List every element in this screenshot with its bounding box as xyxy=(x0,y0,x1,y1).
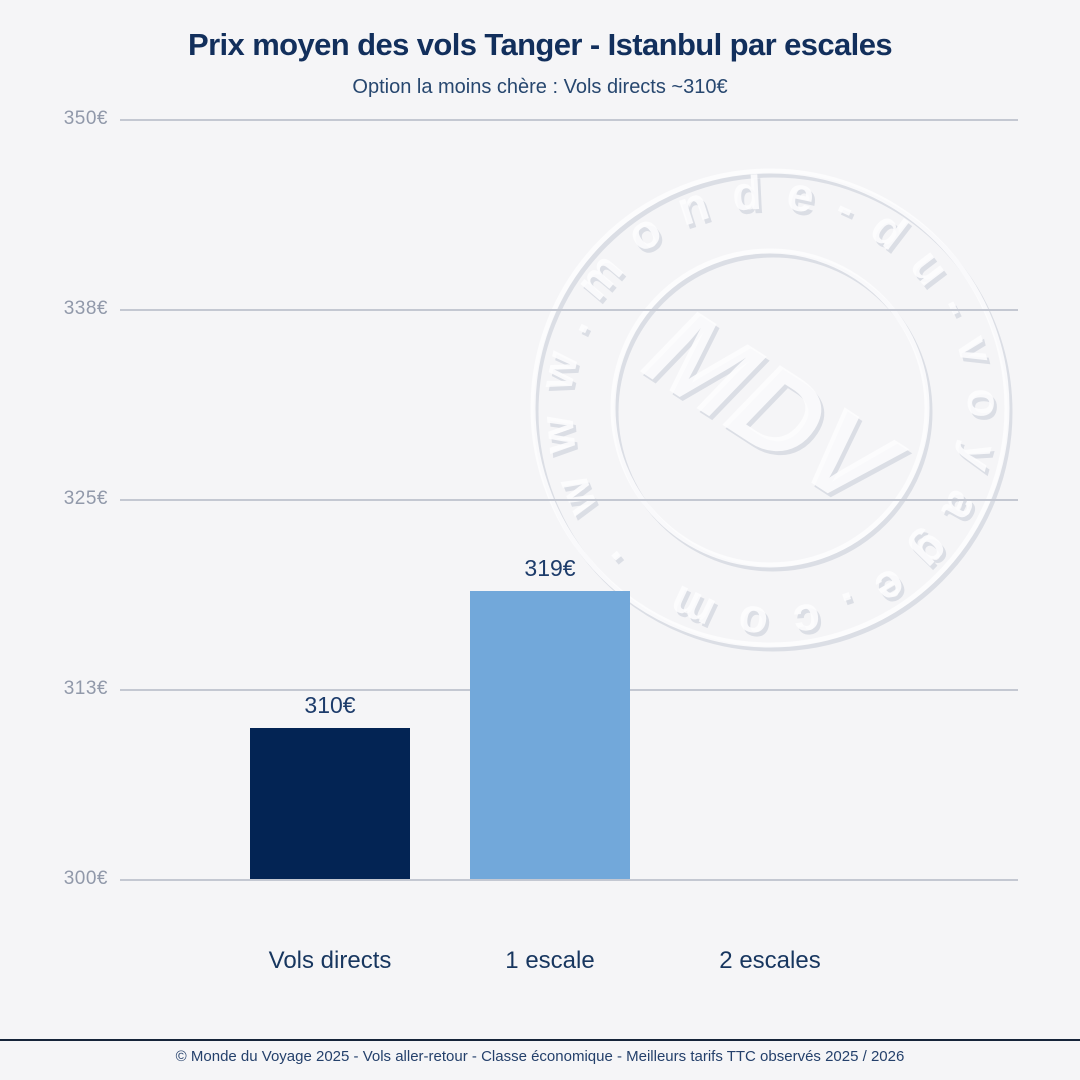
y-tick-label: 300€ xyxy=(63,868,108,889)
y-tick-label: 350€ xyxy=(63,108,108,129)
gridline-338 xyxy=(120,309,1018,311)
x-category-2-escales: 2 escales xyxy=(719,947,821,974)
page-title: Prix moyen des vols Tanger - Istanbul pa… xyxy=(188,27,893,62)
footer-copyright: © Monde du Voyage 2025 - Vols aller-reto… xyxy=(175,1048,905,1065)
y-tick-label: 313€ xyxy=(63,678,108,699)
bar-vols-directs xyxy=(250,728,410,879)
x-category-1-escale: 1 escale xyxy=(505,947,595,974)
gridline-350 xyxy=(120,119,1018,121)
footer-divider xyxy=(0,1039,1080,1041)
bar-value-label: 310€ xyxy=(304,692,356,718)
gridline-325 xyxy=(120,499,1018,501)
page-subtitle: Option la moins chère : Vols directs ~31… xyxy=(352,76,728,98)
x-category-vols-directs: Vols directs xyxy=(268,947,392,974)
y-tick-label: 325€ xyxy=(63,488,108,509)
gridline-300 xyxy=(120,879,1018,881)
bar-1-escale xyxy=(470,591,630,879)
y-tick-label: 338€ xyxy=(63,298,108,319)
bar-value-label: 319€ xyxy=(524,555,576,581)
